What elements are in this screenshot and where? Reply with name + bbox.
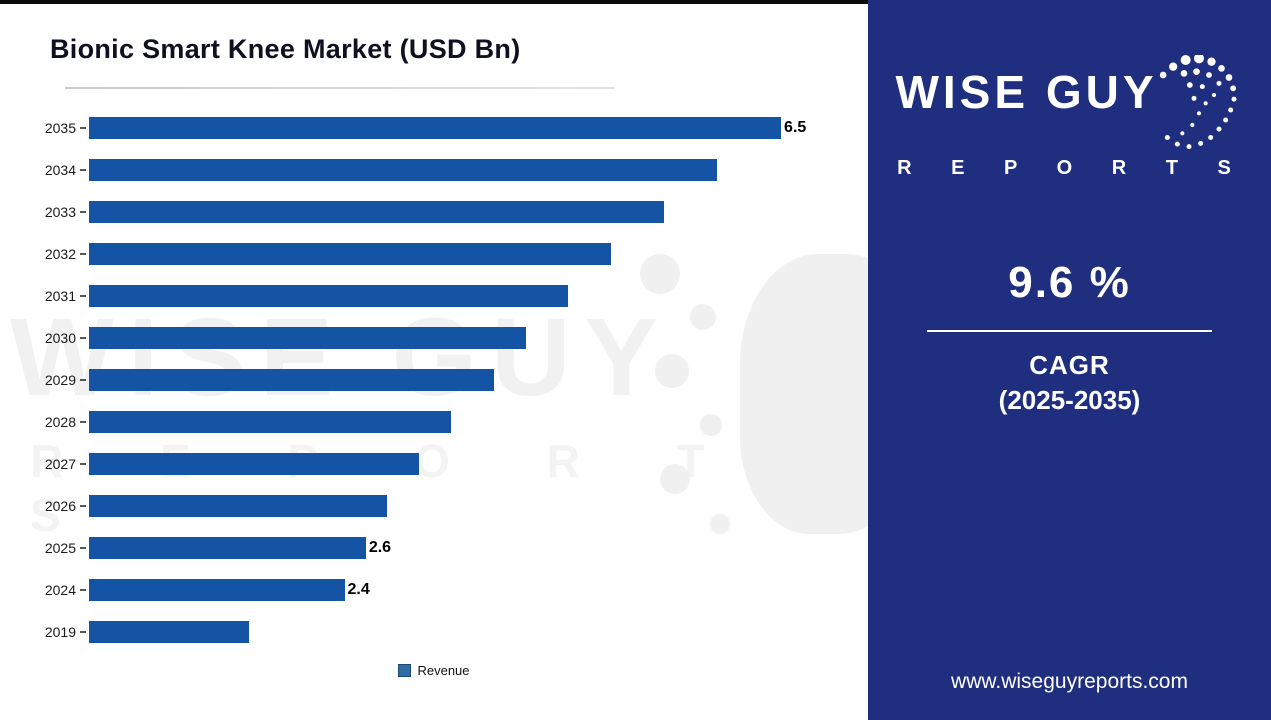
axis-tick: [80, 505, 86, 507]
revenue-bar: [89, 243, 611, 265]
bar-value-label: 6.5: [784, 119, 807, 136]
y-axis-tick-label: 2031: [44, 288, 76, 304]
axis-tick: [80, 463, 86, 465]
bar-value-label: 2.6: [368, 539, 392, 556]
y-axis-tick-label: 2026: [44, 498, 76, 514]
cagr-label: CAGR: [1029, 350, 1110, 380]
axis-tick: [80, 379, 86, 381]
legend-swatch: [398, 664, 412, 677]
revenue-bar: [89, 621, 249, 643]
revenue-bar: [89, 159, 718, 181]
cagr-range: (2025-2035): [998, 385, 1141, 415]
revenue-bar: [89, 453, 420, 475]
side-panel: WISE GUY R E P O: [868, 0, 1271, 720]
website-url: www.wiseguyreports.com: [951, 670, 1188, 693]
cagr-divider: [927, 330, 1212, 332]
title-divider: [65, 87, 615, 89]
logo-text-wiseguy: WISE GUY: [895, 66, 1158, 118]
bar-row: 2029: [18, 359, 813, 401]
axis-tick: [80, 295, 86, 297]
axis-tick: [80, 337, 86, 339]
y-axis-tick-label: 2019: [44, 624, 76, 640]
revenue-bar: [89, 579, 345, 601]
axis-tick: [80, 169, 86, 171]
revenue-bar: [89, 411, 451, 433]
bar-row: 2033: [18, 191, 813, 233]
bar-row: 2019: [18, 611, 813, 653]
bar-row: 2025 2.6: [18, 527, 813, 569]
bar-row: 2028: [18, 401, 813, 443]
legend: Revenue: [0, 663, 868, 678]
bar-row: 2027: [18, 443, 813, 485]
y-axis-tick-label: 2029: [44, 372, 76, 388]
axis-tick: [80, 211, 86, 213]
y-axis-tick-label: 2028: [44, 414, 76, 430]
revenue-bar: [89, 201, 664, 223]
axis-tick: [80, 127, 86, 129]
y-axis-tick-label: 2025: [44, 540, 76, 556]
cagr-value: 9.6 %: [1008, 258, 1131, 307]
y-axis-tick-label: 2034: [44, 162, 76, 178]
legend-label: Revenue: [417, 663, 470, 678]
axis-tick: [80, 253, 86, 255]
wiseguy-logo-dots-icon: [1159, 55, 1237, 150]
bar-row: 2030: [18, 317, 813, 359]
logo-text-reports: R E P O R T S: [897, 157, 1248, 179]
revenue-bar: [89, 495, 388, 517]
bar-row: 2035 6.5: [18, 107, 813, 149]
bar-chart: 2035 6.5 2034 2033 2032 2031 2030 2029 2028 2027 2…: [18, 107, 813, 653]
bar-value-label: 2.4: [347, 581, 370, 598]
y-axis-tick-label: 2027: [44, 456, 76, 472]
y-axis-tick-label: 2024: [44, 582, 76, 598]
axis-tick: [80, 631, 86, 633]
bar-row: 2034: [18, 149, 813, 191]
bar-row: 2032: [18, 233, 813, 275]
axis-tick: [80, 421, 86, 423]
bar-row: 2026: [18, 485, 813, 527]
y-axis-tick-label: 2030: [44, 330, 76, 346]
bar-row: 2024 2.4: [18, 569, 813, 611]
bar-row: 2031: [18, 275, 813, 317]
chart-panel: WISE GUY R E P O R T S Bionic Smart Knee…: [0, 0, 868, 678]
revenue-bar: [89, 285, 569, 307]
cagr-block: 9.6 % CAGR (2025-2035): [868, 258, 1271, 416]
revenue-bar: [89, 537, 366, 559]
wiseguy-logo: WISE GUY R E P O: [868, 55, 1271, 180]
chart-title: Bionic Smart Knee Market (USD Bn): [50, 34, 521, 64]
y-axis-tick-label: 2035: [44, 120, 76, 136]
y-axis-tick-label: 2033: [44, 204, 76, 220]
y-axis-tick-label: 2032: [44, 246, 76, 262]
revenue-bar: [89, 369, 494, 391]
axis-tick: [80, 589, 86, 591]
revenue-bar: [89, 327, 526, 349]
axis-tick: [80, 547, 86, 549]
revenue-bar: [89, 117, 782, 139]
